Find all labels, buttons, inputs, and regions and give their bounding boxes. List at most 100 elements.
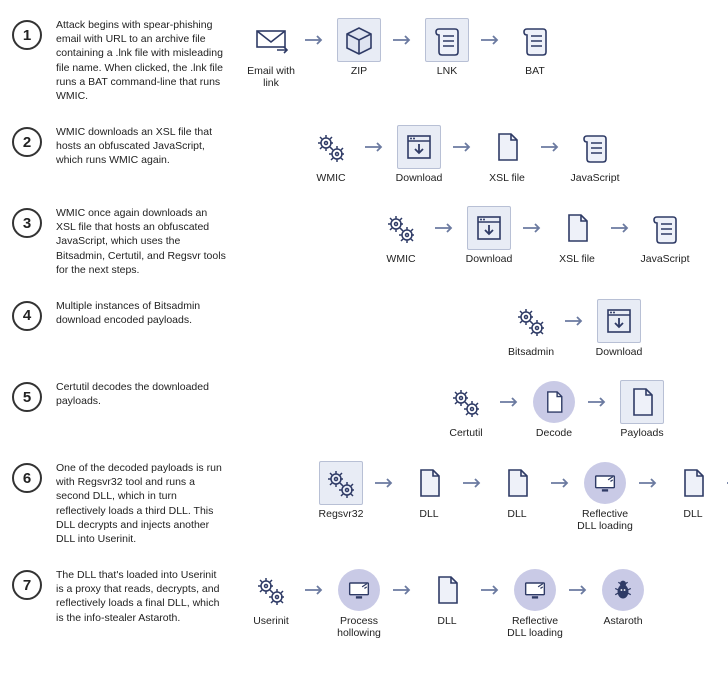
gears-icon <box>249 568 293 612</box>
scroll-icon <box>425 18 469 62</box>
gears-icon <box>509 299 553 343</box>
arrow-right <box>548 461 574 505</box>
node-label: BAT <box>525 65 545 77</box>
arrow-right <box>497 380 523 424</box>
node-label: Email with link <box>240 65 302 89</box>
flow-node-certutil: Certutil <box>435 380 497 439</box>
file-icon <box>485 125 529 169</box>
step-description: Certutil decodes the downloaded payloads… <box>56 380 226 408</box>
file-icon <box>495 461 539 505</box>
step-flow: Regsvr32 DLL DLL Reflective DLL loading … <box>240 461 728 532</box>
flow-node-lnk: LNK <box>416 18 478 77</box>
arrow-right <box>562 299 588 343</box>
arrow-right <box>566 568 592 612</box>
arrow-right <box>362 125 388 169</box>
scroll-icon <box>513 18 557 62</box>
flow-node-wmic: WMIC <box>370 206 432 265</box>
step-description: WMIC once again downloads an XSL file th… <box>56 206 226 277</box>
bug-icon <box>601 568 645 612</box>
node-label: Astaroth <box>603 615 642 627</box>
file-icon <box>671 461 715 505</box>
flow-node-astaroth: Astaroth <box>592 568 654 627</box>
hollow-icon <box>337 568 381 612</box>
gears-icon <box>379 206 423 250</box>
step-flow: Userinit Process hollowing DLL Reflectiv… <box>240 568 716 639</box>
flow-node-dll: DLL <box>486 461 548 520</box>
step-number: 3 <box>12 208 42 238</box>
step-number: 4 <box>12 301 42 331</box>
node-label: Reflective DLL loading <box>504 615 566 639</box>
scroll-icon <box>573 125 617 169</box>
decode-icon <box>532 380 576 424</box>
refload-icon <box>513 568 557 612</box>
node-label: Reflective DLL loading <box>574 508 636 532</box>
gears-icon <box>309 125 353 169</box>
email-icon <box>249 18 293 62</box>
arrow-right <box>432 206 458 250</box>
step-description: Multiple instances of Bitsadmin download… <box>56 299 226 327</box>
step-row: 1Attack begins with spear-phishing email… <box>12 18 716 103</box>
flow-node-email-with-link: Email with link <box>240 18 302 89</box>
step-number: 6 <box>12 463 42 493</box>
arrow-right <box>372 461 398 505</box>
flow-node-dll: DLL <box>398 461 460 520</box>
arrow-right <box>585 380 611 424</box>
node-label: JavaScript <box>640 253 689 265</box>
node-label: XSL file <box>489 172 525 184</box>
flow-node-download: Download <box>388 125 450 184</box>
arrow-right <box>636 461 662 505</box>
node-label: Process hollowing <box>328 615 390 639</box>
file-icon <box>425 568 469 612</box>
flow-node-bat: BAT <box>504 18 566 77</box>
arrow-right <box>450 125 476 169</box>
flow-node-decode: Decode <box>523 380 585 439</box>
node-label: WMIC <box>316 172 345 184</box>
node-label: Bitsadmin <box>508 346 554 358</box>
step-flow: WMIC Download XSL file JavaScript <box>240 125 716 184</box>
step-flow: WMIC Download XSL file JavaScript <box>240 206 716 265</box>
flow-node-reflective-dll-loading: Reflective DLL loading <box>574 461 636 532</box>
node-label: Regsvr32 <box>319 508 364 520</box>
gears-icon <box>319 461 363 505</box>
flow-node-wmic: WMIC <box>300 125 362 184</box>
flow-node-reflective-dll-loading: Reflective DLL loading <box>504 568 566 639</box>
step-flow: Email with link ZIP LNK BAT <box>240 18 716 89</box>
refload-icon <box>583 461 627 505</box>
step-row: 4 Multiple instances of Bitsadmin downloa… <box>12 299 716 358</box>
step-number: 7 <box>12 570 42 600</box>
node-label: LNK <box>437 65 457 77</box>
arrow-right <box>478 18 504 62</box>
arrow-right <box>608 206 634 250</box>
flow-node-bitsadmin: Bitsadmin <box>500 299 562 358</box>
step-description: WMIC downloads an XSL file that hosts an… <box>56 125 226 168</box>
step-row: 3 WMIC once again downloads an XSL file t… <box>12 206 716 277</box>
flow-node-javascript: JavaScript <box>564 125 626 184</box>
step-row: 5 Certutil decodes the downloaded payload… <box>12 380 716 439</box>
node-label: DLL <box>419 508 438 520</box>
node-label: Download <box>396 172 443 184</box>
arrow-right <box>520 206 546 250</box>
step-flow: Certutil Decode Payloads <box>240 380 716 439</box>
node-label: Payloads <box>620 427 663 439</box>
scroll-icon <box>643 206 687 250</box>
node-label: ZIP <box>351 65 367 77</box>
flow-node-process-hollowing: Process hollowing <box>328 568 390 639</box>
node-label: DLL <box>507 508 526 520</box>
step-description: Attack begins with spear-phishing email … <box>56 18 226 103</box>
node-label: DLL <box>683 508 702 520</box>
flow-node-xsl-file: XSL file <box>476 125 538 184</box>
step-description: The DLL that's loaded into Userinit is a… <box>56 568 226 625</box>
node-label: DLL <box>437 615 456 627</box>
flow-node-dll: DLL <box>416 568 478 627</box>
flow-node-userinit: Userinit <box>240 568 302 627</box>
step-flow: Bitsadmin Download <box>240 299 716 358</box>
arrow-right <box>724 461 728 505</box>
step-number: 5 <box>12 382 42 412</box>
node-label: Userinit <box>253 615 289 627</box>
flow-node-xsl-file: XSL file <box>546 206 608 265</box>
download-icon <box>597 299 641 343</box>
file-icon <box>620 380 664 424</box>
download-icon <box>397 125 441 169</box>
flow-node-zip: ZIP <box>328 18 390 77</box>
zip-icon <box>337 18 381 62</box>
